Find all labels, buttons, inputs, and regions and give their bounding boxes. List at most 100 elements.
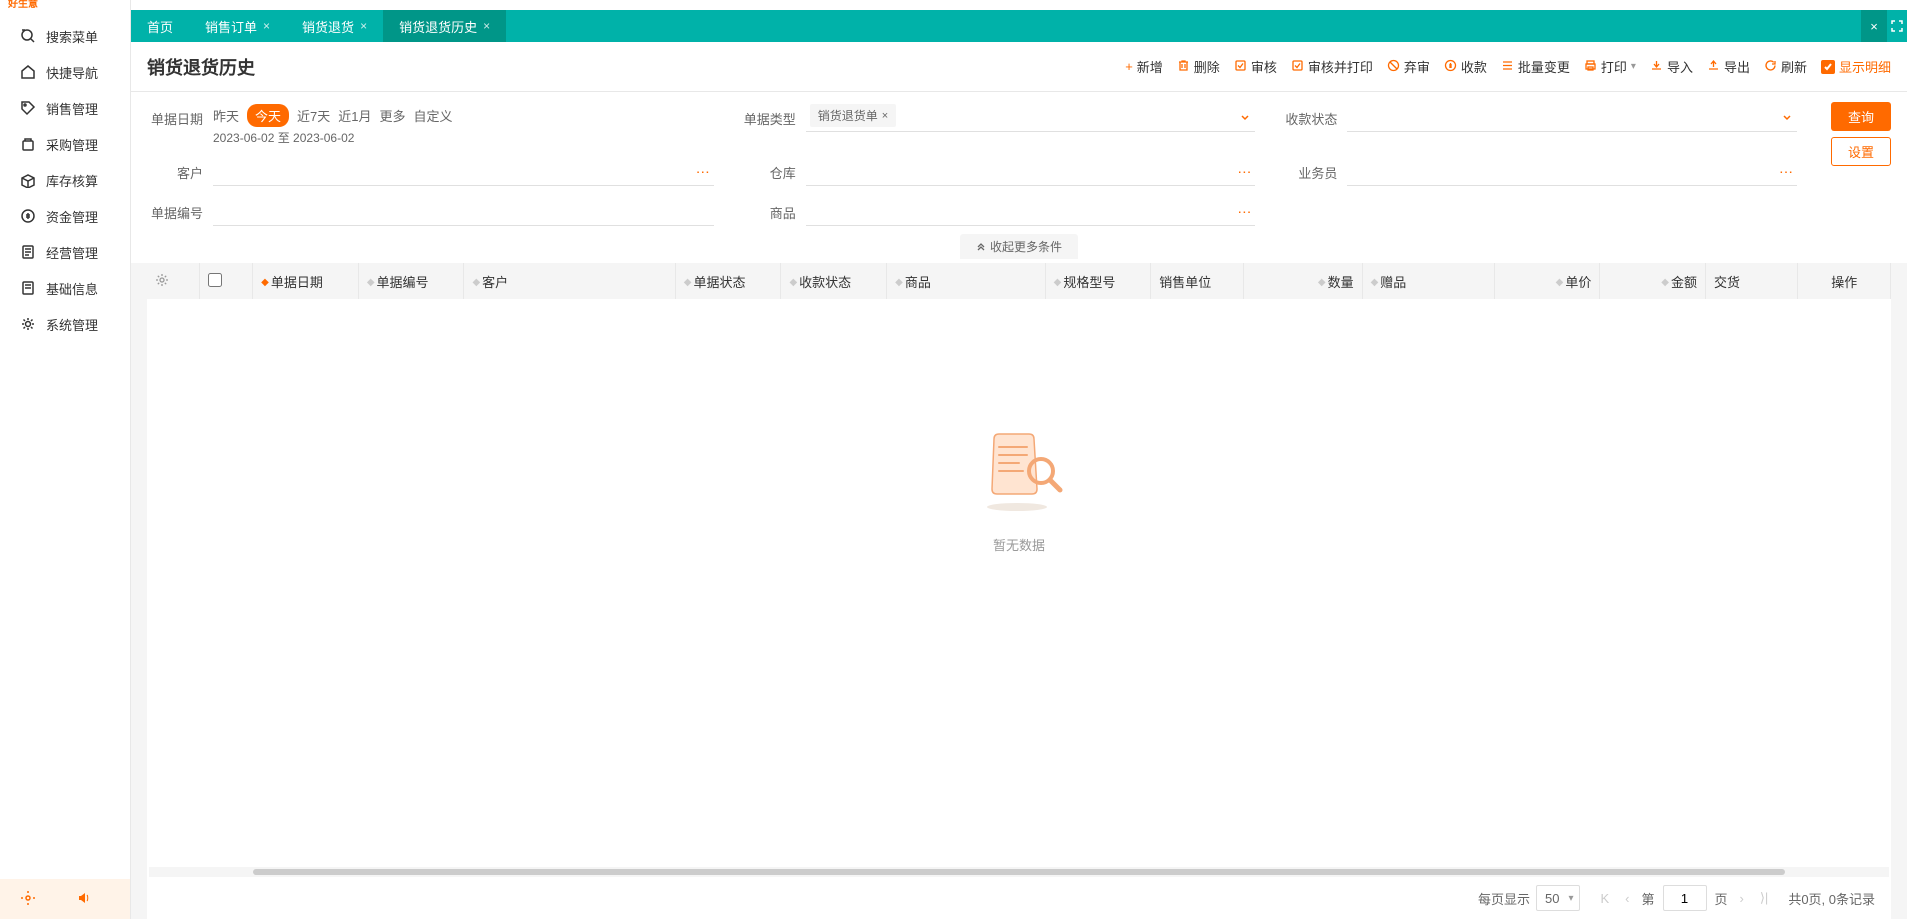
col-price[interactable]: ◆单价 [1494, 263, 1600, 299]
plus-icon: + [1125, 59, 1133, 74]
date-option-7days[interactable]: 近7天 [297, 106, 330, 125]
col-docstatus[interactable]: ◆单据状态 [675, 263, 781, 299]
button-label: 刷新 [1781, 57, 1807, 76]
tab-label: 销售订单 [205, 17, 257, 36]
sidebar-item-inventory[interactable]: 库存核算 [0, 162, 130, 198]
col-product[interactable]: ◆商品 [887, 263, 1046, 299]
sound-icon[interactable] [76, 890, 92, 909]
page-input[interactable] [1663, 885, 1707, 911]
settings-button[interactable]: 设置 [1831, 137, 1891, 166]
check-print-icon [1291, 59, 1304, 75]
date-option-custom[interactable]: 自定义 [414, 106, 453, 125]
empty-state: 暂无数据 [147, 299, 1891, 674]
col-spec[interactable]: ◆规格型号 [1045, 263, 1151, 299]
logo-area: 好生意 [0, 0, 130, 10]
sidebar-item-purchase[interactable]: 采购管理 [0, 126, 130, 162]
refresh-button[interactable]: 刷新 [1764, 57, 1807, 76]
collapse-filters-button[interactable]: 收起更多条件 [960, 234, 1078, 259]
chevron-down-icon[interactable] [1781, 110, 1793, 126]
print-button[interactable]: 打印 ▾ [1584, 57, 1636, 76]
export-button[interactable]: 导出 [1707, 57, 1750, 76]
close-icon[interactable]: × [263, 19, 270, 33]
sidebar-item-label: 库存核算 [46, 171, 98, 190]
show-detail-toggle[interactable]: 显示明细 [1821, 57, 1891, 76]
chevron-down-icon: ▾ [1631, 61, 1636, 72]
warehouse-input[interactable] [806, 158, 1256, 186]
col-customer[interactable]: ◆客户 [464, 263, 675, 299]
col-date[interactable]: ◆单据日期 [253, 263, 359, 299]
tab-sales-order[interactable]: 销售订单 × [189, 10, 286, 42]
sidebar-item-baseinfo[interactable]: 基础信息 [0, 270, 130, 306]
close-icon[interactable]: × [360, 19, 367, 33]
more-icon[interactable]: ⋯ [1237, 204, 1251, 221]
col-amount[interactable]: ◆金额 [1600, 263, 1706, 299]
col-receiptstatus[interactable]: ◆收款状态 [781, 263, 887, 299]
col-docno[interactable]: ◆单据编号 [358, 263, 464, 299]
receipt-button[interactable]: 收款 [1444, 57, 1487, 76]
col-gift[interactable]: ◆赠品 [1362, 263, 1494, 299]
more-icon[interactable]: ⋯ [696, 164, 710, 181]
abandon-button[interactable]: 弃审 [1387, 57, 1430, 76]
doc-type-input[interactable]: 销货退货单 × [806, 104, 1256, 132]
batch-change-button[interactable]: 批量变更 [1501, 57, 1570, 76]
sidebar-item-finance[interactable]: 资金管理 [0, 198, 130, 234]
sidebar-item-system[interactable]: 系统管理 [0, 306, 130, 342]
select-all-checkbox[interactable] [208, 273, 222, 287]
table-settings-cell[interactable] [147, 263, 200, 299]
tab-sales-return[interactable]: 销货退货 × [286, 10, 383, 42]
receipt-status-input[interactable] [1347, 104, 1797, 132]
close-icon[interactable]: × [483, 19, 490, 33]
next-page-button[interactable]: › [1736, 891, 1748, 906]
horizontal-scrollbar[interactable] [149, 867, 1889, 877]
col-delivery[interactable]: 交货 [1705, 263, 1797, 299]
page-size-select[interactable]: 50 ▾ [1536, 885, 1580, 911]
prev-page-button[interactable]: ‹ [1621, 891, 1633, 906]
doc-no-input[interactable] [213, 198, 714, 226]
more-icon[interactable]: ⋯ [1237, 164, 1251, 181]
col-unit[interactable]: 销售单位 [1151, 263, 1243, 299]
new-button[interactable]: + 新增 [1125, 57, 1163, 76]
scrollbar-thumb[interactable] [253, 869, 1784, 875]
tab-home[interactable]: 首页 [131, 10, 189, 42]
sidebar-item-label: 经营管理 [46, 243, 98, 262]
sidebar-item-sales[interactable]: 销售管理 [0, 90, 130, 126]
select-all-cell[interactable] [200, 263, 253, 299]
doc-type-label: 单据类型 [744, 104, 806, 128]
col-action[interactable]: 操作 [1798, 263, 1891, 299]
check-icon [1821, 60, 1835, 74]
button-label: 导入 [1667, 57, 1693, 76]
close-all-tabs-button[interactable]: × [1861, 10, 1887, 42]
last-page-button[interactable]: ⟩| [1756, 890, 1772, 906]
date-option-today[interactable]: 今天 [247, 104, 289, 127]
tab-label: 销货退货历史 [399, 17, 477, 36]
date-option-more[interactable]: 更多 [380, 106, 406, 125]
delete-button[interactable]: 删除 [1177, 57, 1220, 76]
tab-sales-return-history[interactable]: 销货退货历史 × [383, 10, 506, 42]
pagination: 每页显示 50 ▾ K ‹ 第 页 › ⟩| [147, 877, 1891, 919]
sidebar-item-label: 系统管理 [46, 315, 98, 334]
date-option-yesterday[interactable]: 昨天 [213, 106, 239, 125]
settings-icon[interactable] [20, 890, 36, 909]
product-input[interactable] [806, 198, 1256, 226]
audit-print-button[interactable]: 审核并打印 [1291, 57, 1373, 76]
sidebar-item-search[interactable]: 搜索菜单 [0, 18, 130, 54]
audit-button[interactable]: 审核 [1234, 57, 1277, 76]
content: 销货退货历史 + 新增 删除 审核 [131, 42, 1907, 919]
search-button[interactable]: 查询 [1831, 102, 1891, 131]
col-qty[interactable]: ◆数量 [1243, 263, 1362, 299]
export-icon [1707, 59, 1720, 75]
button-label: 批量变更 [1518, 57, 1570, 76]
sidebar-item-quicknav[interactable]: 快捷导航 [0, 54, 130, 90]
salesperson-input[interactable] [1347, 158, 1797, 186]
chevron-down-icon[interactable] [1239, 110, 1251, 126]
gear-icon [20, 316, 36, 332]
import-button[interactable]: 导入 [1650, 57, 1693, 76]
first-page-button[interactable]: K [1596, 891, 1613, 906]
close-icon[interactable]: × [882, 110, 888, 122]
date-option-1month[interactable]: 近1月 [338, 106, 371, 125]
more-icon[interactable]: ⋯ [1779, 164, 1793, 181]
sidebar-item-business[interactable]: 经营管理 [0, 234, 130, 270]
fullscreen-icon[interactable] [1887, 10, 1907, 42]
page-prefix: 第 [1641, 889, 1654, 908]
customer-input[interactable] [213, 158, 714, 186]
